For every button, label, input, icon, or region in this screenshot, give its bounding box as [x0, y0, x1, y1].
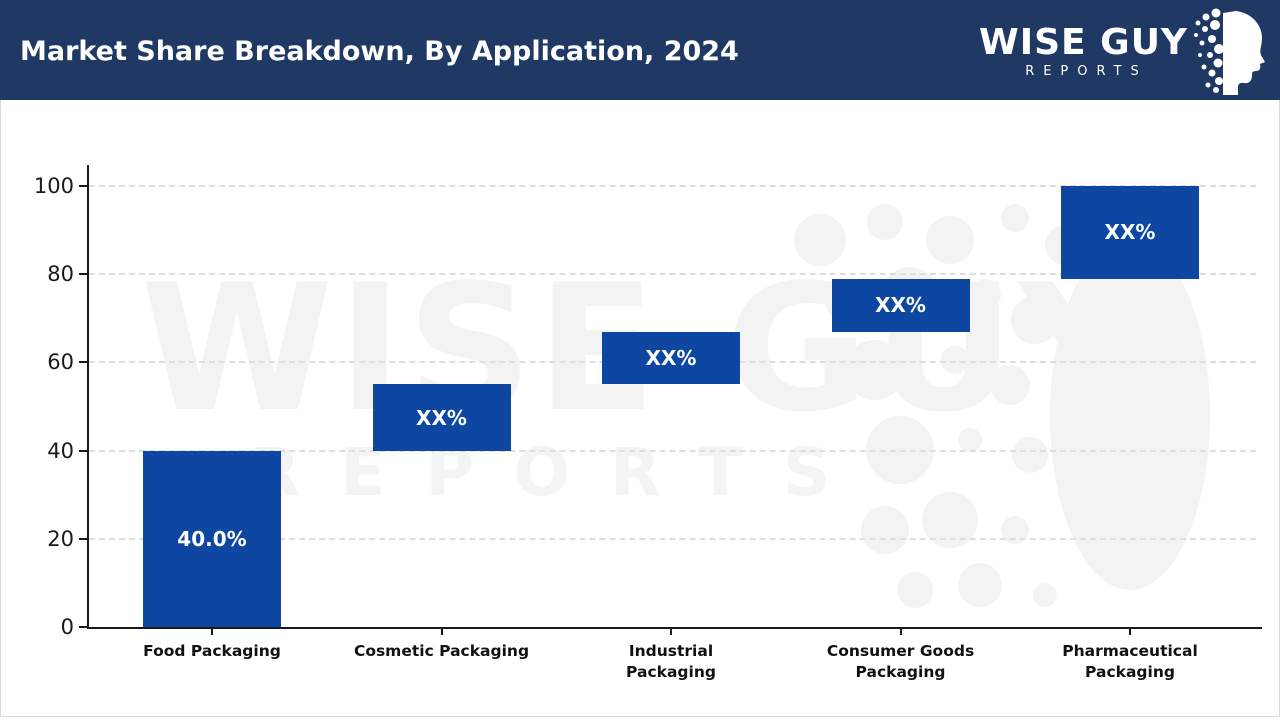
bar-value-label: XX%: [875, 293, 926, 318]
grid-line: [89, 273, 1256, 276]
x-tick-label: Pharmaceutical Packaging: [1062, 642, 1198, 681]
x-tick-mark: [899, 629, 902, 635]
header-bar: Market Share Breakdown, By Application, …: [0, 0, 1280, 100]
x-tick-label: Food Packaging: [143, 642, 281, 660]
grid-line: [89, 537, 1256, 540]
x-tick-mark: [670, 629, 672, 635]
x-tick-mark: [1129, 629, 1131, 635]
bar: XX%: [831, 278, 970, 332]
x-tick-label: Industrial Packaging: [626, 642, 716, 681]
bar-value-label: XX%: [1104, 220, 1156, 245]
logo-text: WISE GUY REPORTS: [978, 21, 1188, 79]
logo-head-icon: [1194, 8, 1265, 95]
y-tick-mark: [79, 185, 87, 187]
bar: XX%: [1061, 186, 1199, 279]
wise-guy-logo: WISE GUY REPORTS: [979, 6, 1266, 96]
bar: XX%: [372, 384, 511, 451]
y-tick-label: 100: [33, 174, 74, 198]
plot-area: 0 20 40 60 80 100 40.0% Food Packaging XX% Cosmet…: [0, 100, 1280, 716]
bar-value-label: XX%: [645, 345, 697, 370]
y-tick-mark: [79, 273, 87, 276]
x-tick-mark: [211, 629, 213, 635]
x-tick-mark: [440, 629, 443, 635]
y-tick-mark: [79, 537, 87, 540]
y-tick-label: 40: [47, 438, 74, 463]
x-tick-label: Consumer Goods Packaging: [826, 642, 975, 681]
grid-line: [89, 185, 1256, 187]
bar: XX%: [602, 331, 740, 385]
chart-title: Market Share Breakdown, By Application, …: [20, 36, 739, 67]
y-tick-mark: [79, 361, 87, 364]
y-axis-line: [87, 165, 89, 629]
x-axis-line: [87, 627, 1262, 629]
logo-wordmark: WISE GUY: [978, 21, 1188, 63]
y-tick-label: 0: [60, 615, 74, 639]
y-tick-label: 20: [47, 526, 74, 551]
bar-value-label: 40.0%: [177, 526, 247, 551]
y-tick-mark: [79, 626, 87, 628]
bar: 40.0%: [143, 450, 281, 627]
logo-subtitle: REPORTS: [1025, 63, 1148, 79]
grid-line: [89, 449, 1256, 452]
y-tick-mark: [79, 449, 87, 452]
y-tick-label: 80: [47, 262, 74, 287]
bar-value-label: XX%: [416, 405, 467, 430]
y-tick-label: 60: [47, 350, 74, 375]
x-tick-label: Cosmetic Packaging: [353, 642, 530, 660]
